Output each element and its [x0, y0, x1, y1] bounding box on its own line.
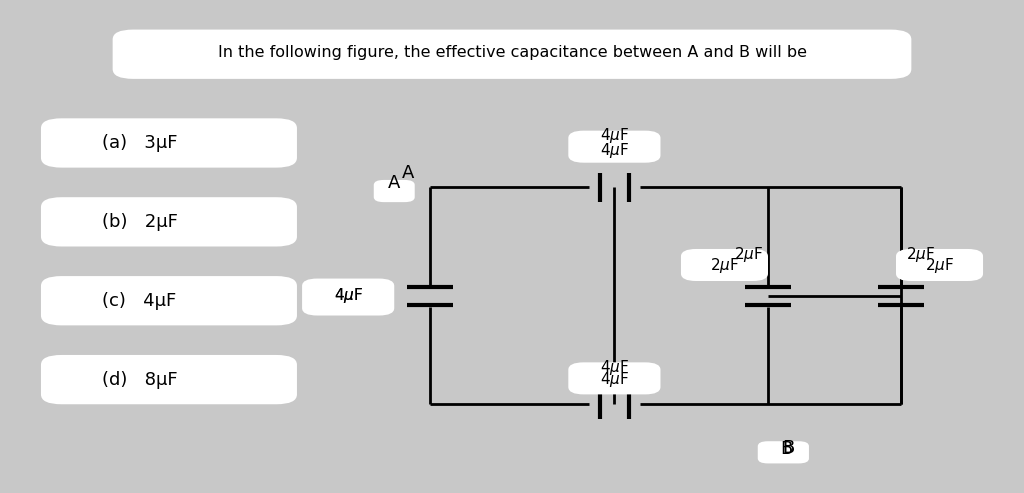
- Text: 2$\mu$F: 2$\mu$F: [711, 256, 739, 275]
- FancyBboxPatch shape: [568, 131, 660, 163]
- Text: B: B: [780, 440, 793, 458]
- Text: A: A: [388, 175, 400, 192]
- Text: 4$\mu$F: 4$\mu$F: [600, 370, 629, 389]
- FancyBboxPatch shape: [41, 118, 297, 168]
- Text: (c)   4μF: (c) 4μF: [102, 292, 177, 310]
- FancyBboxPatch shape: [41, 197, 297, 246]
- Text: 4$\mu$F: 4$\mu$F: [334, 286, 364, 305]
- Text: 2$\mu$F: 2$\mu$F: [926, 256, 954, 275]
- FancyBboxPatch shape: [374, 180, 415, 202]
- Text: (d)   8μF: (d) 8μF: [102, 371, 178, 388]
- Text: 4$\mu$F: 4$\mu$F: [600, 141, 629, 160]
- Text: (a)   3μF: (a) 3μF: [102, 134, 178, 152]
- FancyBboxPatch shape: [896, 249, 983, 281]
- FancyBboxPatch shape: [41, 276, 297, 325]
- FancyBboxPatch shape: [41, 355, 297, 404]
- Text: 2$\mu$F: 2$\mu$F: [906, 245, 936, 264]
- FancyBboxPatch shape: [568, 362, 660, 394]
- Text: (b)   2μF: (b) 2μF: [102, 213, 178, 231]
- FancyBboxPatch shape: [681, 249, 768, 281]
- Text: 4$\mu$F: 4$\mu$F: [334, 286, 362, 305]
- FancyBboxPatch shape: [302, 279, 394, 316]
- Text: 4$\mu$F: 4$\mu$F: [600, 358, 629, 377]
- Text: 4$\mu$F: 4$\mu$F: [600, 126, 629, 145]
- Text: B: B: [782, 439, 795, 457]
- Text: 2$\mu$F: 2$\mu$F: [733, 245, 763, 264]
- FancyBboxPatch shape: [758, 441, 809, 463]
- Text: In the following figure, the effective capacitance between A and B will be: In the following figure, the effective c…: [217, 45, 807, 60]
- Text: A: A: [402, 164, 415, 182]
- FancyBboxPatch shape: [113, 30, 911, 79]
